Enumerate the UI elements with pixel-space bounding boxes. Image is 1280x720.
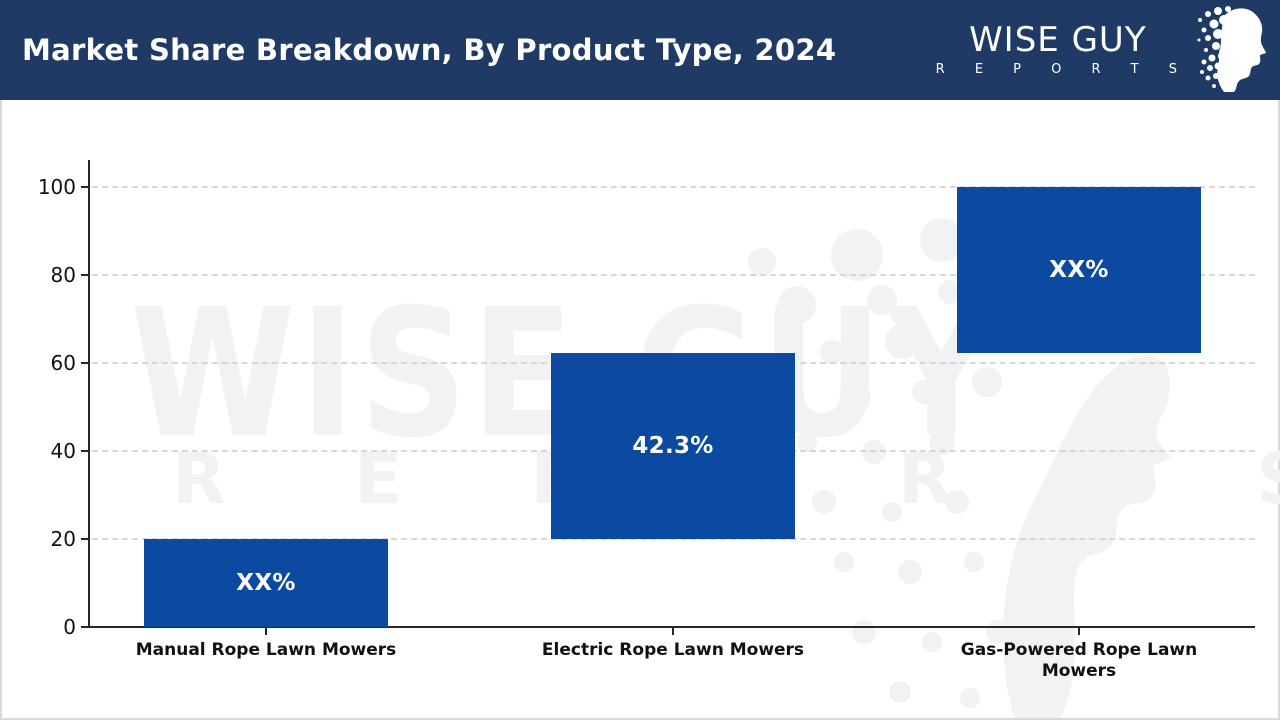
x-axis-line — [88, 626, 1255, 628]
y-tick-80 — [81, 274, 88, 276]
y-tick-label-20: 20 — [50, 527, 76, 551]
y-tick-label-60: 60 — [50, 351, 76, 375]
y-tick-20 — [81, 538, 88, 540]
page-title: Market Share Breakdown, By Product Type,… — [22, 33, 837, 67]
y-tick-label-100: 100 — [37, 175, 76, 199]
logo-head-icon — [1197, 6, 1266, 92]
y-axis-line — [88, 160, 90, 628]
gridline-100 — [92, 186, 1255, 188]
x-category-label: Electric Rope Lawn Mowers — [541, 640, 805, 660]
bar-value-label: XX% — [1049, 256, 1109, 283]
x-tick-3 — [1078, 628, 1080, 635]
y-tick-label-0: 0 — [63, 615, 76, 639]
header: Market Share Breakdown, By Product Type,… — [0, 0, 1280, 100]
gridline-80 — [92, 274, 1255, 276]
y-tick-0 — [81, 626, 88, 628]
y-tick-60 — [81, 362, 88, 364]
bar-value-label: 42.3% — [632, 432, 714, 459]
x-category-label: Gas-Powered Rope Lawn Mowers — [960, 640, 1198, 681]
logo-text: WISE GUY R E P O R T S — [926, 20, 1190, 78]
y-tick-label-40: 40 — [50, 439, 76, 463]
logo-subtitle: R E P O R T S — [935, 62, 1190, 77]
bar-1: XX% — [144, 539, 388, 627]
gridline-20 — [92, 538, 1255, 540]
wiseguy-logo: WISE GUY R E P O R T S — [926, 4, 1270, 94]
logo-wordmark: WISE GUY — [969, 20, 1147, 60]
y-tick-100 — [81, 186, 88, 188]
bar-2: 42.3% — [551, 352, 795, 539]
bar-3: XX% — [957, 187, 1201, 353]
x-tick-1 — [265, 628, 267, 635]
x-tick-2 — [672, 628, 674, 635]
x-category-label: Manual Rope Lawn Mowers — [135, 640, 397, 660]
y-tick-label-80: 80 — [50, 263, 76, 287]
y-tick-40 — [81, 450, 88, 452]
bar-value-label: XX% — [236, 570, 296, 596]
